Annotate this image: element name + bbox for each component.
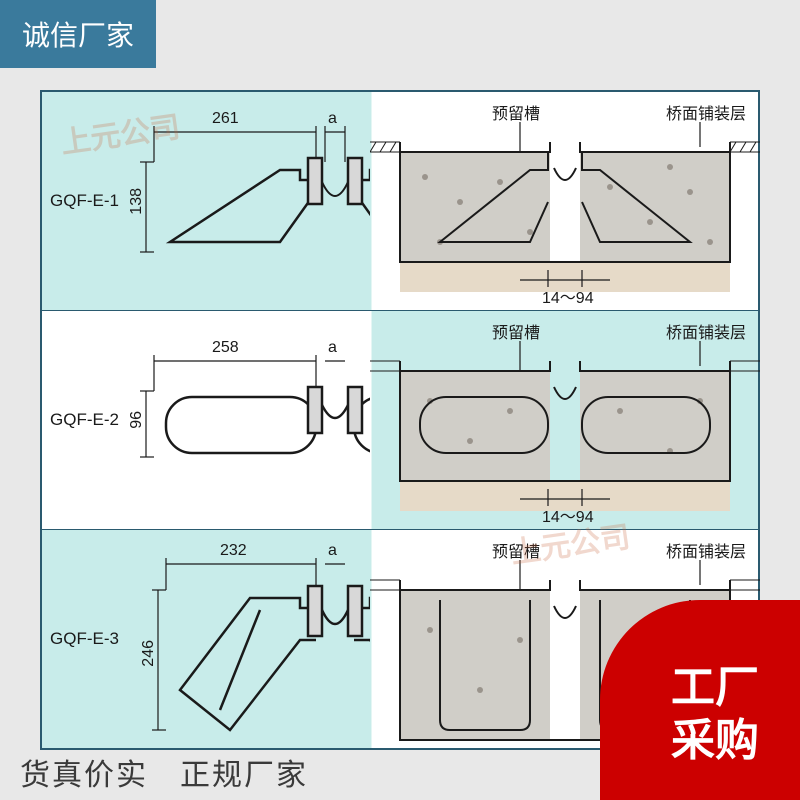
dim-height: 96: [128, 411, 146, 429]
badge-line: 采购: [671, 715, 759, 768]
pave-label: 桥面铺装层: [666, 100, 746, 124]
gap-range: 14～94: [542, 284, 594, 308]
schematic-cell: 261 a 138: [130, 92, 370, 310]
install-cell: 预留槽 桥面铺装层 14～94: [370, 92, 758, 310]
dim-height: 246: [140, 640, 158, 667]
slot-label: 预留槽: [492, 538, 540, 562]
badge-top-left: 诚信厂家: [0, 0, 156, 68]
dim-width: 258: [212, 339, 239, 357]
dim-gap: a: [328, 110, 337, 128]
gap-range: 14～94: [542, 503, 594, 527]
spec-row: GQF-E-2: [42, 311, 758, 530]
pave-label: 桥面铺装层: [666, 319, 746, 343]
badge-line: 工厂: [671, 662, 759, 715]
schematic-cell: 258 a 96: [130, 311, 370, 529]
slot-label: 预留槽: [492, 100, 540, 124]
schematic-drawing: [130, 530, 370, 748]
spec-row: GQF-E-1: [42, 92, 758, 311]
dim-gap: a: [328, 542, 337, 560]
install-drawing: [370, 92, 760, 310]
install-cell: 预留槽 桥面铺装层 14～94: [370, 311, 758, 529]
dim-width: 232: [220, 542, 247, 560]
install-drawing: [370, 311, 760, 529]
pave-label: 桥面铺装层: [666, 538, 746, 562]
schematic-cell: 232 a 246: [130, 530, 370, 748]
model-label: GQF-E-1: [42, 92, 130, 310]
dim-gap: a: [328, 339, 337, 357]
model-label: GQF-E-3: [42, 530, 130, 748]
slot-label: 预留槽: [492, 319, 540, 343]
dim-height: 138: [128, 188, 146, 215]
badge-bottom-right: 工厂 采购: [600, 600, 800, 800]
dim-width: 261: [212, 110, 239, 128]
model-label: GQF-E-2: [42, 311, 130, 529]
footer-slogan: 货真价实 正规厂家: [20, 750, 308, 794]
